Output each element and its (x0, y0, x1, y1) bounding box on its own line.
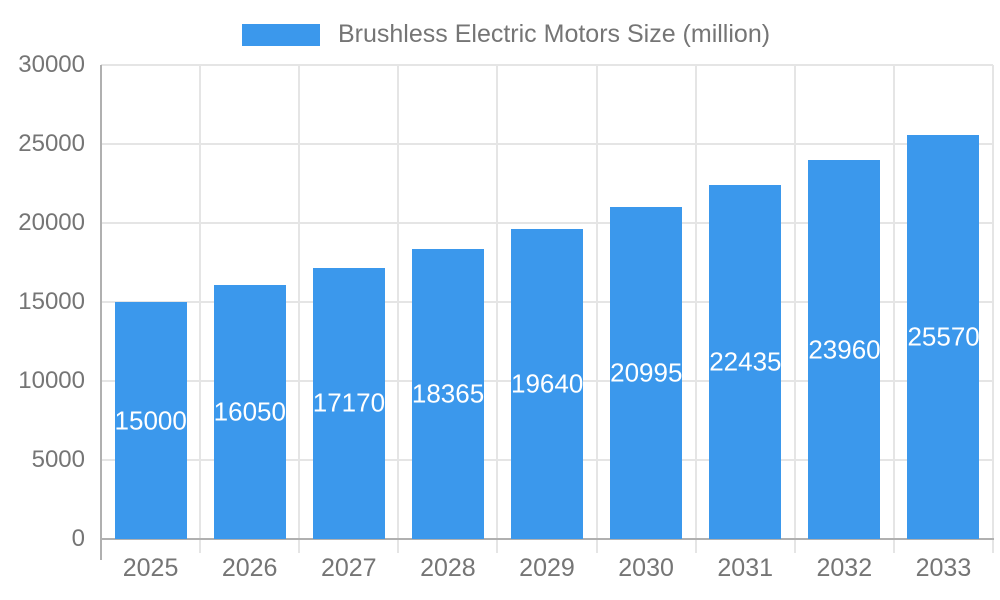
x-axis-tick-label: 2026 (221, 554, 278, 582)
bar-value-label: 16050 (213, 396, 286, 427)
bar[interactable]: 19640 (511, 228, 584, 539)
bar[interactable]: 22435 (709, 184, 782, 539)
legend-label: Brushless Electric Motors Size (million) (338, 20, 771, 48)
category-boundary-gridline (595, 65, 598, 553)
y-axis-line (100, 65, 102, 560)
category-boundary-gridline (397, 65, 400, 553)
y-axis-tick-label: 0 (71, 525, 85, 552)
bar[interactable]: 25570 (907, 134, 980, 539)
category-boundary-gridline (694, 65, 697, 553)
category-boundary-gridline (496, 65, 499, 553)
y-gridline (101, 64, 993, 66)
legend[interactable]: Brushless Electric Motors Size (million) (242, 20, 770, 49)
category-boundary-gridline (992, 65, 994, 553)
category-boundary-gridline (892, 65, 895, 553)
bar[interactable]: 17170 (312, 267, 386, 539)
bar[interactable]: 20995 (610, 207, 682, 539)
x-axis-tick-label: 2031 (717, 554, 774, 582)
bar[interactable]: 18365 (411, 248, 485, 539)
y-axis-tick-label: 30000 (18, 51, 85, 78)
bar-value-label: 15000 (114, 405, 187, 435)
category-boundary-gridline (793, 65, 796, 553)
bar-value-label: 25570 (907, 321, 980, 352)
y-axis-tick-label: 10000 (18, 367, 85, 394)
category-boundary-gridline (298, 65, 301, 553)
bar-value-label: 18365 (411, 378, 485, 409)
bar-value-label: 17170 (312, 387, 386, 418)
y-gridline (101, 143, 993, 145)
y-axis-tick-label: 5000 (31, 446, 85, 473)
bar[interactable]: 16050 (213, 285, 286, 539)
bar-value-label: 22435 (709, 346, 782, 377)
bar[interactable]: 23960 (808, 160, 881, 539)
x-axis-tick-label: 2027 (320, 554, 377, 582)
bar-value-label: 19640 (511, 368, 584, 399)
bar[interactable]: 15000 (114, 302, 187, 539)
x-axis-tick-label: 2032 (816, 554, 873, 582)
x-axis-tick-label: 2029 (519, 554, 575, 582)
bar-value-label: 23960 (808, 334, 881, 365)
y-axis-tick-label: 15000 (18, 288, 85, 315)
y-gridline (101, 222, 993, 224)
bar-value-label: 20995 (610, 357, 683, 388)
legend-swatch-icon (242, 23, 320, 46)
x-axis-tick-label: 2028 (420, 554, 476, 582)
y-axis-tick-label: 25000 (18, 130, 85, 157)
x-axis-tick-label: 2033 (915, 554, 972, 582)
category-boundary-gridline (199, 65, 202, 553)
x-axis-line (100, 538, 994, 540)
x-axis-tick-label: 2030 (618, 554, 674, 582)
x-axis-tick-label: 2025 (122, 554, 179, 582)
y-axis-tick-label: 20000 (18, 209, 85, 236)
